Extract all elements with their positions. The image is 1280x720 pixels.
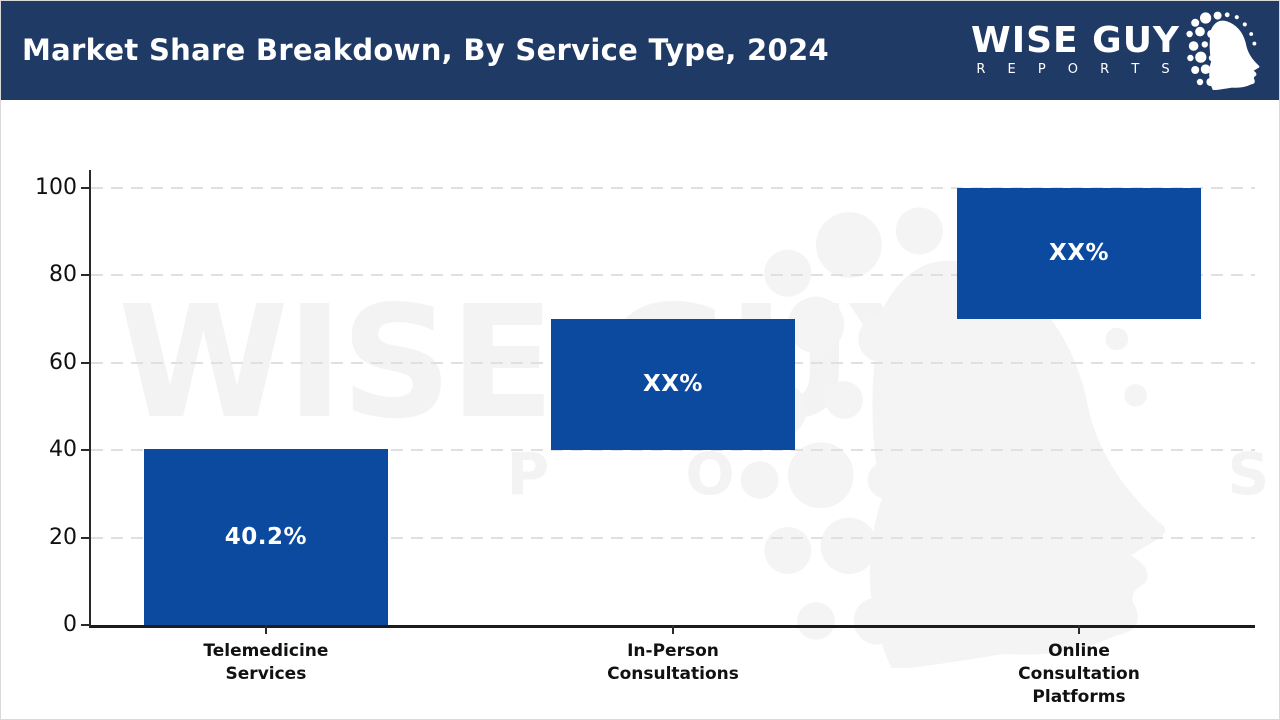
y-tick <box>81 361 91 364</box>
bar: 40.2% <box>143 449 388 625</box>
wiseguy-logo: WISE GUY R E P O R T S <box>971 8 1264 92</box>
y-tick <box>81 186 91 189</box>
waterfall-chart-plot: 0 20 40 60 80 100 Telemedicine Services In-Pers… <box>35 170 1255 707</box>
y-tick-label: 20 <box>49 524 77 550</box>
category-label: Online Consultation Platforms <box>1018 641 1140 707</box>
gridline-y40 <box>91 449 1255 451</box>
y-tick-label: 40 <box>49 437 77 462</box>
x-tick <box>264 625 267 634</box>
y-tick-label: 0 <box>63 612 77 637</box>
y-tick-label: 60 <box>49 349 77 375</box>
gridline-y20 <box>91 536 1255 539</box>
bar: XX% <box>551 318 795 450</box>
bar-value-label: XX% <box>642 371 703 398</box>
category-label: In-Person Consultations <box>607 641 739 684</box>
gridline-y80 <box>91 274 1255 276</box>
category-label: Telemedicine Services <box>203 641 329 684</box>
bar-value-label: XX% <box>1048 240 1109 267</box>
y-tick-label: 100 <box>35 174 77 200</box>
y-tick <box>81 624 91 626</box>
wiseguy-head-icon <box>1186 11 1260 91</box>
gridline-y100 <box>91 186 1255 189</box>
page-title: Market Share Breakdown, By Service Type,… <box>22 33 829 67</box>
y-tick <box>81 274 91 276</box>
y-tick <box>81 536 91 539</box>
bar-value-label: 40.2% <box>224 524 308 551</box>
header-bar: Market Share Breakdown, By Service Type,… <box>0 0 1280 100</box>
y-tick <box>81 449 91 451</box>
wiseguy-logo-subtitle: R E P O R T S <box>976 62 1179 77</box>
bar: XX% <box>957 187 1201 319</box>
wiseguy-logo-text: WISE GUY R E P O R T S <box>970 20 1180 78</box>
x-tick <box>1078 625 1080 634</box>
wiseguy-logo-wordmark: WISE GUY <box>970 20 1180 61</box>
x-tick <box>672 625 674 634</box>
y-tick-label: 80 <box>49 262 77 287</box>
